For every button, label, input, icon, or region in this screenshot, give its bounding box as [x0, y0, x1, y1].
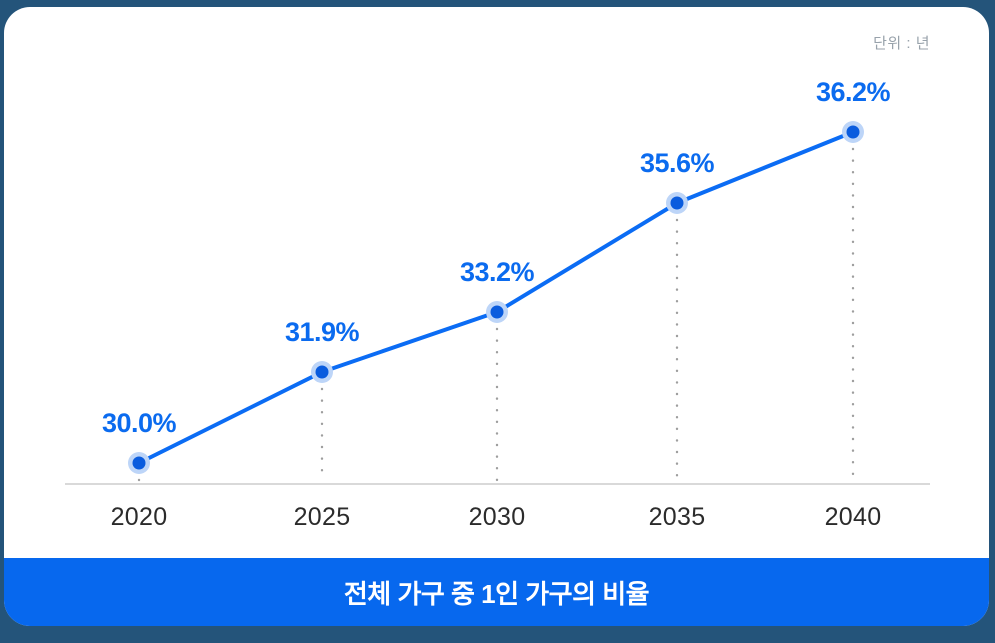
data-point-label-2020: 30.0%	[101, 408, 177, 438]
data-point-label-2025: 31.9%	[284, 317, 360, 347]
title-banner: 전체 가구 중 1인 가구의 비율	[4, 558, 989, 626]
banner-title-text: 전체 가구 중 1인 가구의 비율	[343, 578, 650, 609]
data-point-label-2035: 35.6%	[639, 148, 715, 178]
x-axis-label-2025: 2025	[293, 503, 351, 531]
chart-card: 단위 : 년 30.0% 31.9% 33.2% 35.6% 36.2% 202…	[4, 7, 989, 626]
x-axis-label-2020: 2020	[110, 503, 168, 531]
x-axis-label-2035: 2035	[648, 503, 706, 531]
data-point-label-2040: 36.2%	[815, 77, 891, 107]
line-chart	[65, 121, 930, 485]
data-point-label-2030: 33.2%	[459, 257, 535, 287]
x-axis-label-2030: 2030	[468, 503, 526, 531]
x-axis-label-2040: 2040	[824, 503, 882, 531]
unit-note: 단위 : 년	[873, 35, 930, 52]
